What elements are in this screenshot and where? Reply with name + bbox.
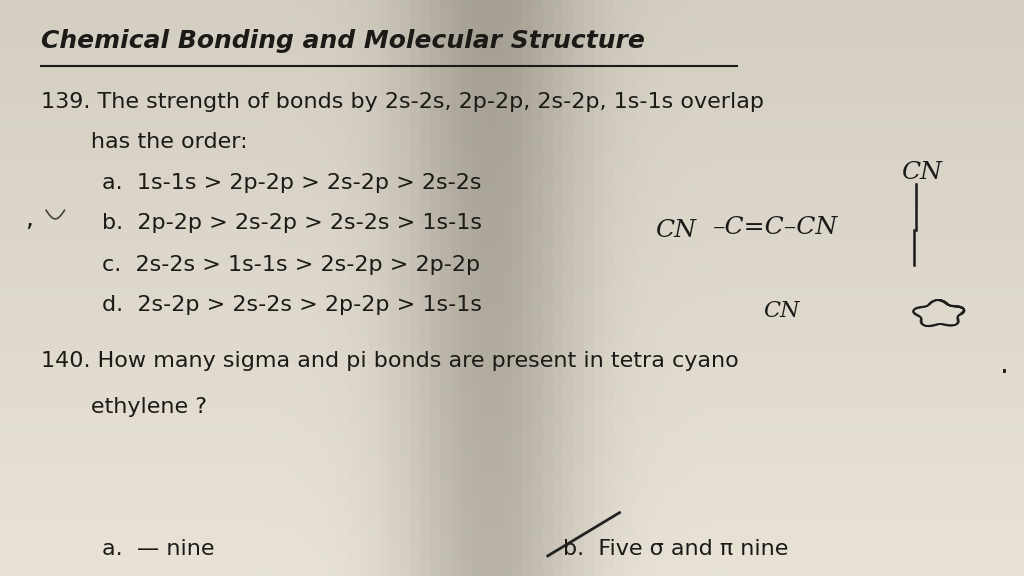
Text: CN: CN bbox=[763, 300, 800, 321]
Text: c.  2s-2s > 1s-1s > 2s-2p > 2p-2p: c. 2s-2s > 1s-1s > 2s-2p > 2p-2p bbox=[102, 255, 480, 275]
Text: 139. The strength of bonds by 2s-2s, 2p-2p, 2s-2p, 1s-1s overlap: 139. The strength of bonds by 2s-2s, 2p-… bbox=[41, 92, 764, 112]
Text: a.  1s-1s > 2p-2p > 2s-2p > 2s-2s: a. 1s-1s > 2p-2p > 2s-2p > 2s-2s bbox=[102, 173, 482, 193]
Text: 140. How many sigma and pi bonds are present in tetra cyano: 140. How many sigma and pi bonds are pre… bbox=[41, 351, 738, 372]
Text: .: . bbox=[999, 351, 1009, 380]
Text: CN: CN bbox=[901, 161, 942, 184]
Text: b.  2p-2p > 2s-2p > 2s-2s > 1s-1s: b. 2p-2p > 2s-2p > 2s-2s > 1s-1s bbox=[102, 213, 482, 233]
Text: CN: CN bbox=[655, 219, 696, 242]
Text: ethylene ?: ethylene ? bbox=[41, 397, 207, 418]
Text: a.  — nine: a. — nine bbox=[102, 539, 215, 559]
Text: ,: , bbox=[26, 207, 34, 232]
Text: d.  2s-2p > 2s-2s > 2p-2p > 1s-1s: d. 2s-2p > 2s-2s > 2p-2p > 1s-1s bbox=[102, 295, 482, 315]
Text: –C=C–CN: –C=C–CN bbox=[712, 216, 837, 239]
Text: Chemical Bonding and Molecular Structure: Chemical Bonding and Molecular Structure bbox=[41, 29, 645, 53]
Text: b.  Five σ and π nine: b. Five σ and π nine bbox=[563, 539, 788, 559]
Text: has the order:: has the order: bbox=[41, 132, 248, 153]
